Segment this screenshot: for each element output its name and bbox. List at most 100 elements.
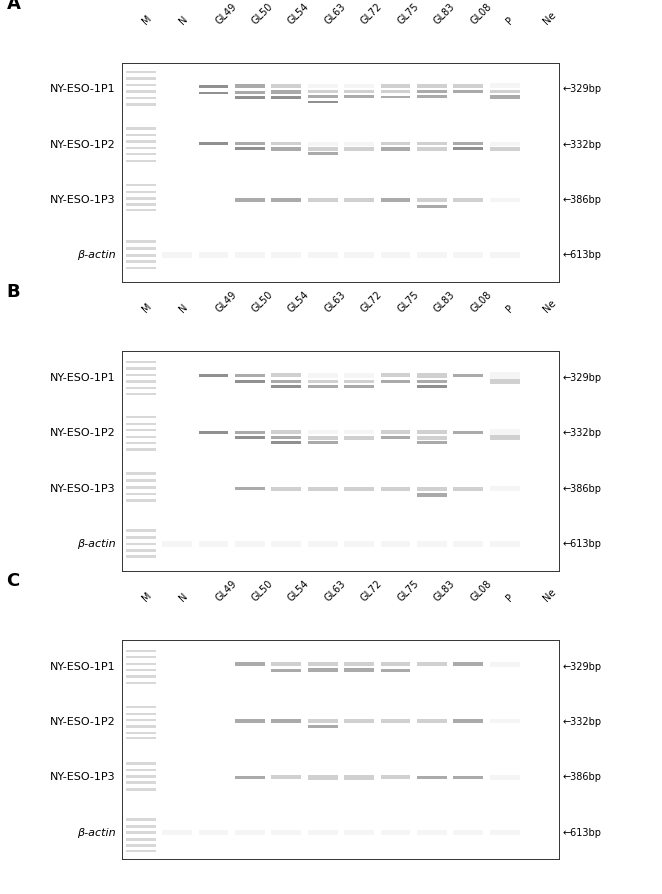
FancyBboxPatch shape xyxy=(126,650,156,652)
FancyBboxPatch shape xyxy=(235,252,265,257)
FancyBboxPatch shape xyxy=(235,662,265,666)
FancyBboxPatch shape xyxy=(271,84,301,89)
Text: NY-ESO-1P2: NY-ESO-1P2 xyxy=(50,717,116,727)
FancyBboxPatch shape xyxy=(453,541,483,546)
FancyBboxPatch shape xyxy=(271,97,301,99)
FancyBboxPatch shape xyxy=(417,775,447,780)
FancyBboxPatch shape xyxy=(490,83,520,88)
FancyBboxPatch shape xyxy=(344,198,374,202)
FancyBboxPatch shape xyxy=(381,719,410,723)
FancyBboxPatch shape xyxy=(453,374,483,377)
FancyBboxPatch shape xyxy=(271,198,301,202)
FancyBboxPatch shape xyxy=(235,198,265,202)
FancyBboxPatch shape xyxy=(199,85,228,89)
FancyBboxPatch shape xyxy=(271,380,301,384)
FancyBboxPatch shape xyxy=(199,92,228,95)
FancyBboxPatch shape xyxy=(126,788,156,790)
FancyBboxPatch shape xyxy=(453,148,483,150)
Text: GL75: GL75 xyxy=(395,1,420,26)
FancyBboxPatch shape xyxy=(490,96,520,98)
FancyBboxPatch shape xyxy=(308,725,338,729)
FancyBboxPatch shape xyxy=(417,96,447,98)
FancyBboxPatch shape xyxy=(490,141,520,146)
Text: GL83: GL83 xyxy=(432,578,457,603)
Text: NY-ESO-1P2: NY-ESO-1P2 xyxy=(50,139,116,149)
FancyBboxPatch shape xyxy=(235,90,265,94)
FancyBboxPatch shape xyxy=(126,536,156,539)
FancyBboxPatch shape xyxy=(126,183,156,186)
FancyBboxPatch shape xyxy=(126,128,156,130)
FancyBboxPatch shape xyxy=(126,190,156,193)
FancyBboxPatch shape xyxy=(453,486,483,491)
Text: NY-ESO-1P2: NY-ESO-1P2 xyxy=(50,428,116,438)
FancyBboxPatch shape xyxy=(344,385,374,388)
FancyBboxPatch shape xyxy=(126,486,156,489)
FancyBboxPatch shape xyxy=(126,78,156,80)
Text: GL83: GL83 xyxy=(432,290,457,315)
FancyBboxPatch shape xyxy=(126,361,156,363)
Text: GL72: GL72 xyxy=(359,290,384,315)
FancyBboxPatch shape xyxy=(308,441,338,444)
FancyBboxPatch shape xyxy=(344,380,374,384)
FancyBboxPatch shape xyxy=(126,725,156,728)
Text: N: N xyxy=(177,302,189,315)
FancyBboxPatch shape xyxy=(271,148,301,150)
Text: GL50: GL50 xyxy=(250,290,275,315)
FancyBboxPatch shape xyxy=(126,380,156,383)
FancyBboxPatch shape xyxy=(381,252,410,257)
FancyBboxPatch shape xyxy=(271,662,301,666)
FancyBboxPatch shape xyxy=(381,374,410,377)
Text: ←329bp: ←329bp xyxy=(563,84,602,95)
Text: β-actin: β-actin xyxy=(77,539,116,549)
FancyBboxPatch shape xyxy=(344,669,374,672)
Text: GL72: GL72 xyxy=(359,578,384,603)
Text: A: A xyxy=(7,0,21,13)
Text: GL49: GL49 xyxy=(213,290,238,315)
FancyBboxPatch shape xyxy=(381,90,410,93)
Text: ←329bp: ←329bp xyxy=(563,662,602,672)
FancyBboxPatch shape xyxy=(308,669,338,672)
Text: NY-ESO-1P1: NY-ESO-1P1 xyxy=(50,662,116,672)
FancyBboxPatch shape xyxy=(126,248,156,250)
FancyBboxPatch shape xyxy=(235,142,265,146)
Text: Ne: Ne xyxy=(541,587,557,603)
FancyBboxPatch shape xyxy=(344,775,374,780)
FancyBboxPatch shape xyxy=(126,818,156,821)
Text: GL75: GL75 xyxy=(395,290,420,315)
FancyBboxPatch shape xyxy=(126,103,156,105)
FancyBboxPatch shape xyxy=(126,732,156,734)
FancyBboxPatch shape xyxy=(126,209,156,212)
FancyBboxPatch shape xyxy=(381,541,410,546)
Text: GL49: GL49 xyxy=(213,578,238,603)
FancyBboxPatch shape xyxy=(453,431,483,434)
FancyBboxPatch shape xyxy=(344,141,374,146)
FancyBboxPatch shape xyxy=(417,430,447,434)
FancyBboxPatch shape xyxy=(271,385,301,388)
FancyBboxPatch shape xyxy=(235,431,265,434)
FancyBboxPatch shape xyxy=(162,541,192,546)
FancyBboxPatch shape xyxy=(126,254,156,257)
FancyBboxPatch shape xyxy=(126,71,156,73)
FancyBboxPatch shape xyxy=(126,84,156,87)
FancyBboxPatch shape xyxy=(126,435,156,438)
FancyBboxPatch shape xyxy=(199,541,228,546)
FancyBboxPatch shape xyxy=(271,486,301,491)
Text: GL49: GL49 xyxy=(213,1,238,26)
FancyBboxPatch shape xyxy=(308,101,338,104)
FancyBboxPatch shape xyxy=(417,385,447,388)
FancyBboxPatch shape xyxy=(344,252,374,257)
FancyBboxPatch shape xyxy=(344,84,374,88)
Text: GL63: GL63 xyxy=(322,578,348,603)
FancyBboxPatch shape xyxy=(126,656,156,658)
FancyBboxPatch shape xyxy=(308,436,338,440)
Text: β-actin: β-actin xyxy=(77,250,116,260)
FancyBboxPatch shape xyxy=(417,84,447,88)
FancyBboxPatch shape xyxy=(199,374,228,377)
FancyBboxPatch shape xyxy=(126,499,156,502)
Text: N: N xyxy=(177,591,189,603)
Text: ←329bp: ←329bp xyxy=(563,373,602,384)
FancyBboxPatch shape xyxy=(235,97,265,99)
FancyBboxPatch shape xyxy=(126,831,156,834)
Text: ←332bp: ←332bp xyxy=(563,428,602,438)
FancyBboxPatch shape xyxy=(126,849,156,852)
